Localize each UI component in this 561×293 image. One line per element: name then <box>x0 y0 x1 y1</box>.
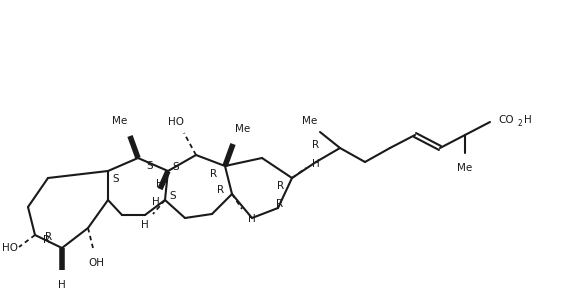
Text: H: H <box>152 197 160 207</box>
Text: HO: HO <box>168 117 184 127</box>
Text: H: H <box>157 179 164 189</box>
Text: R: R <box>217 185 224 195</box>
Text: R: R <box>45 232 52 242</box>
Text: Me: Me <box>112 116 127 126</box>
Text: S: S <box>146 161 153 171</box>
Text: Me: Me <box>302 116 318 126</box>
Text: R: R <box>210 169 217 179</box>
Text: H: H <box>248 214 256 224</box>
Text: H: H <box>141 220 149 230</box>
Text: S: S <box>172 162 178 172</box>
Text: R: R <box>277 181 284 191</box>
Text: Me: Me <box>236 124 251 134</box>
Text: CO: CO <box>498 115 514 125</box>
Text: R: R <box>276 199 283 209</box>
Text: R: R <box>43 235 50 245</box>
Text: S: S <box>112 174 118 184</box>
Text: H: H <box>524 115 532 125</box>
Text: H: H <box>312 159 320 169</box>
Text: HO: HO <box>2 243 18 253</box>
Text: 2: 2 <box>518 120 523 129</box>
Text: S: S <box>169 191 176 201</box>
Text: R: R <box>312 140 320 150</box>
Text: H: H <box>58 280 66 290</box>
Text: OH: OH <box>88 258 104 268</box>
Text: Me: Me <box>457 163 472 173</box>
